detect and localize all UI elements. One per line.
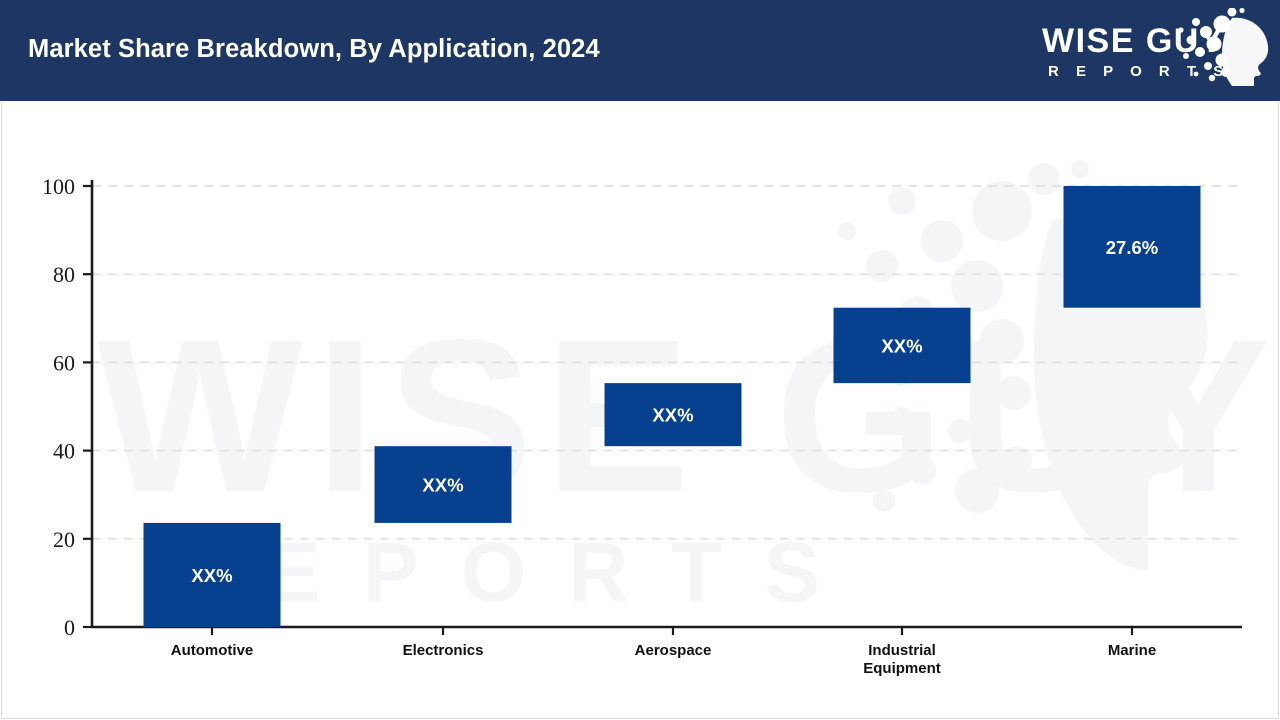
logo-text-secondary: R E P O R T S <box>1048 63 1230 80</box>
bar[interactable] <box>833 307 971 384</box>
header-bar: Market Share Breakdown, By Application, … <box>0 0 1280 101</box>
bar[interactable] <box>374 446 512 523</box>
page-title: Market Share Breakdown, By Application, … <box>28 35 600 63</box>
bar-value-label: XX% <box>652 405 693 426</box>
x-axis-category-label: Aerospace <box>635 642 712 659</box>
bar-value-label: XX% <box>422 475 463 496</box>
wise-guy-reports-logo: WISE GUY R E P O R T S <box>1036 8 1272 92</box>
x-axis-category-label: Equipment <box>863 660 941 677</box>
chart-content-area: WISE GUY REPORTS 0 20 40 60 80 100 XX% Automoti… <box>1 101 1279 719</box>
y-axis-tick-label: 100 <box>42 174 75 199</box>
bar-value-label: XX% <box>881 335 922 356</box>
bar-value-label: 27.6% <box>1106 237 1158 258</box>
bar[interactable] <box>604 383 742 447</box>
x-axis-category-label: Industrial <box>868 642 936 659</box>
y-axis-tick-label: 80 <box>53 262 75 287</box>
x-axis-category-label: Marine <box>1108 642 1156 659</box>
y-axis-tick-label: 20 <box>53 527 75 552</box>
waterfall-chart: 0 20 40 60 80 100 XX% Automotive XX% Electronics X… <box>2 101 1278 718</box>
bar-value-label: XX% <box>191 565 232 586</box>
y-axis-tick-label: 40 <box>53 439 75 464</box>
y-axis-tick-label: 60 <box>53 350 75 375</box>
x-axis-category-label: Automotive <box>171 642 254 659</box>
logo-text-primary: WISE GUY <box>1042 22 1224 60</box>
bar[interactable] <box>1063 186 1201 308</box>
y-axis-tick-label: 0 <box>64 615 75 640</box>
x-axis-category-label: Electronics <box>403 642 484 659</box>
bar[interactable] <box>143 522 281 627</box>
